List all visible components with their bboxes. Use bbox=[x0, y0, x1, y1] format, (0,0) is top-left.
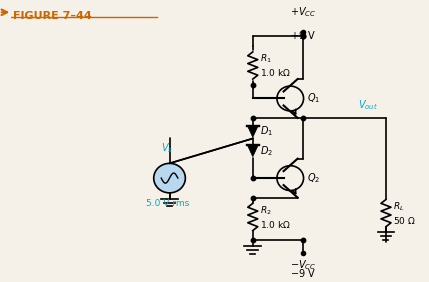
Text: $Q_1$: $Q_1$ bbox=[307, 92, 320, 105]
Text: $V_{out}$: $V_{out}$ bbox=[358, 98, 378, 112]
Text: $R_L$
50 $\Omega$: $R_L$ 50 $\Omega$ bbox=[393, 201, 416, 226]
Text: $Q_2$: $Q_2$ bbox=[307, 171, 320, 185]
Text: $V_s$: $V_s$ bbox=[161, 141, 173, 155]
FancyArrowPatch shape bbox=[292, 109, 296, 114]
Text: FIGURE 7–44: FIGURE 7–44 bbox=[13, 11, 92, 21]
Text: $D_1$: $D_1$ bbox=[260, 125, 273, 138]
Circle shape bbox=[154, 163, 185, 193]
Text: $D_2$: $D_2$ bbox=[260, 144, 273, 158]
Polygon shape bbox=[248, 145, 258, 157]
Text: $+9$ V: $+9$ V bbox=[290, 28, 316, 41]
FancyArrowPatch shape bbox=[292, 189, 296, 194]
Polygon shape bbox=[248, 126, 258, 137]
Text: $-V_{CC}$: $-V_{CC}$ bbox=[290, 258, 316, 272]
Text: $R_2$
1.0 k$\Omega$: $R_2$ 1.0 k$\Omega$ bbox=[260, 204, 291, 230]
Text: 5.0 V rms: 5.0 V rms bbox=[146, 199, 189, 208]
Text: $-9$ V: $-9$ V bbox=[290, 267, 316, 279]
Text: $R_1$
1.0 k$\Omega$: $R_1$ 1.0 k$\Omega$ bbox=[260, 53, 291, 78]
Text: $+V_{CC}$: $+V_{CC}$ bbox=[290, 5, 316, 19]
